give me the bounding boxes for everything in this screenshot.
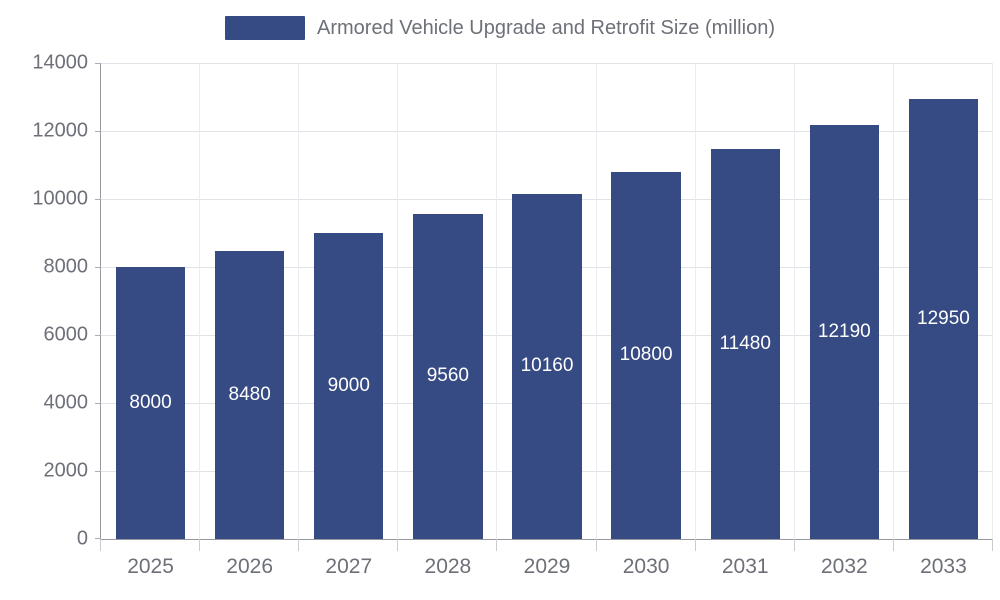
x-axis-tick — [397, 539, 399, 551]
bar-slot: 12190 — [795, 63, 894, 539]
x-axis-label: 2028 — [424, 555, 472, 578]
y-axis-tick — [95, 403, 101, 405]
gridline-vertical — [892, 63, 894, 539]
x-axis-label: 2026 — [226, 555, 274, 578]
y-axis-label: 12000 — [32, 119, 88, 142]
bar: 9000 — [314, 233, 384, 539]
y-axis-label: 14000 — [32, 51, 88, 74]
bar-slot: 12950 — [894, 63, 993, 539]
bar-value-label: 12190 — [817, 320, 871, 342]
x-axis-label: 2031 — [721, 555, 769, 578]
x-axis-label: 2032 — [820, 555, 868, 578]
x-axis-tick — [992, 539, 993, 551]
bar-slot: 11480 — [696, 63, 795, 539]
x-axis-tick — [100, 539, 101, 551]
gridline-vertical — [298, 63, 300, 539]
gridline-vertical — [397, 63, 399, 539]
gridline-vertical — [199, 63, 201, 539]
y-axis-tick — [95, 131, 101, 132]
x-axis-tick — [298, 539, 300, 551]
x-axis-label: 2030 — [622, 555, 670, 578]
bar: 11480 — [710, 148, 780, 539]
legend[interactable]: Armored Vehicle Upgrade and Retrofit Siz… — [0, 16, 1000, 40]
bar-slot: 10800 — [597, 63, 696, 539]
y-axis-label: 6000 — [43, 323, 89, 346]
bar-value-label: 12950 — [917, 307, 970, 329]
y-axis-label: 0 — [76, 527, 88, 550]
bar: 8000 — [115, 267, 186, 539]
x-axis-tick — [793, 539, 795, 551]
bar-value-label: 10800 — [619, 344, 673, 366]
bar-value-label: 11480 — [719, 332, 771, 354]
y-axis-tick — [95, 335, 101, 336]
gridline-vertical — [992, 63, 993, 539]
gridline-vertical — [793, 63, 795, 539]
y-axis-tick — [95, 267, 101, 269]
bar-value-label: 8000 — [129, 392, 172, 413]
legend-label: Armored Vehicle Upgrade and Retrofit Siz… — [317, 16, 775, 39]
bar: 12950 — [908, 98, 979, 539]
y-axis-label: 8000 — [43, 255, 89, 278]
x-axis-tick — [199, 539, 201, 551]
bar-value-label: 9000 — [327, 375, 370, 396]
bar-slot: 8480 — [200, 63, 299, 539]
gridline-vertical — [595, 63, 597, 539]
bar: 10800 — [611, 171, 681, 539]
y-axis-tick — [95, 471, 101, 473]
y-axis-tick — [95, 63, 101, 64]
bar-slot: 8000 — [101, 63, 200, 539]
bar-slot: 9560 — [398, 63, 497, 539]
bar-value-label: 10160 — [520, 355, 574, 377]
y-axis-label: 2000 — [43, 459, 89, 482]
gridline-vertical — [496, 63, 498, 539]
bar-slot: 10160 — [497, 63, 596, 539]
bar: 10160 — [512, 193, 582, 539]
y-axis-label: 4000 — [43, 391, 89, 414]
legend-swatch — [225, 16, 305, 40]
y-axis-tick — [95, 538, 101, 539]
x-axis-tick — [496, 539, 498, 551]
x-axis-label: 2025 — [127, 555, 174, 578]
x-axis-tick — [694, 539, 696, 551]
bar: 12190 — [809, 124, 879, 539]
y-axis-tick — [95, 199, 101, 200]
gridline-vertical — [694, 63, 696, 539]
bar-slot: 9000 — [299, 63, 398, 539]
gridline-horizontal — [101, 131, 993, 132]
x-axis-label: 2029 — [523, 555, 571, 578]
y-axis-label: 10000 — [32, 187, 88, 210]
gridline-horizontal — [101, 63, 993, 64]
bar: 8480 — [214, 250, 285, 539]
x-axis-tick — [595, 539, 597, 551]
x-axis-tick — [892, 539, 894, 551]
x-axis-label: 2027 — [325, 555, 373, 578]
bar: 9560 — [413, 213, 483, 539]
plot-area: 0 2000 4000 6000 8000 10000 12000 14000 2025 8000… — [32, 52, 993, 578]
x-axis-label: 2033 — [920, 555, 967, 578]
bar-value-label: 9560 — [426, 365, 470, 387]
bar-value-label: 8480 — [228, 383, 271, 405]
